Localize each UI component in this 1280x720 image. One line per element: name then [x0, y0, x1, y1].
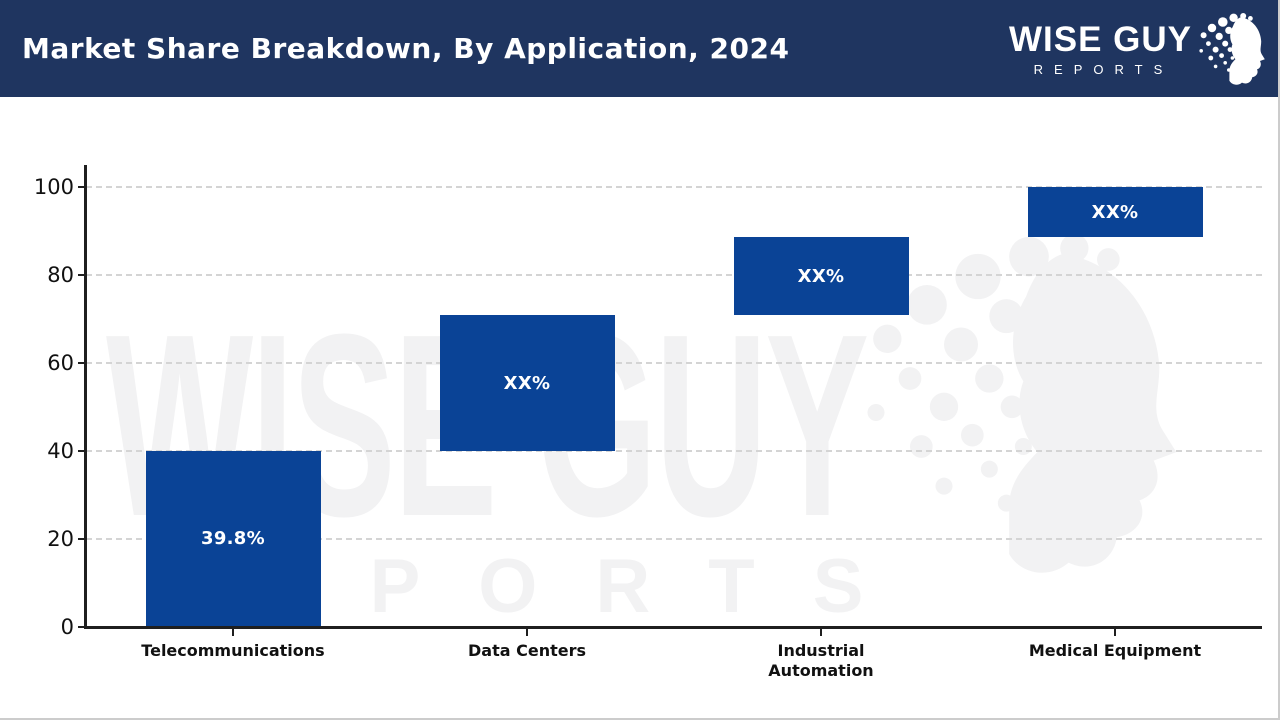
x-tick-3 [1114, 628, 1116, 636]
x-category-label: Industrial Automation [768, 640, 874, 680]
x-tick-0 [232, 628, 234, 636]
y-tick-60 [78, 361, 86, 364]
brand-subname: REPORTS [1033, 61, 1174, 77]
brand-logo: WISE GUY REPORTS [1009, 9, 1266, 89]
y-tick-label-60: 60 [47, 350, 74, 375]
bar-value-label: XX% [797, 265, 845, 287]
y-tick-100 [78, 185, 86, 188]
x-tick-2 [820, 628, 822, 636]
bar-value-label: 39.8% [201, 528, 265, 550]
bar-segment: 39.8% [145, 451, 321, 627]
y-tick-40 [78, 449, 86, 452]
y-tick-label-80: 80 [47, 262, 74, 287]
y-tick-label-40: 40 [47, 438, 74, 463]
gridline-20 [86, 537, 1262, 540]
header: Market Share Breakdown, By Application, … [0, 0, 1278, 97]
gridline-40 [86, 449, 1262, 452]
brand-name: WISE GUY [1008, 19, 1192, 59]
y-tick-20 [78, 537, 86, 540]
y-tick-label-0: 0 [60, 614, 74, 639]
x-tick-1 [526, 628, 528, 636]
gridline-100 [86, 185, 1262, 188]
y-axis [84, 165, 87, 629]
bar-value-label: XX% [503, 372, 551, 394]
bar-segment: XX% [1027, 186, 1203, 238]
bar-segment: XX% [439, 315, 615, 452]
y-tick-label-20: 20 [47, 526, 74, 551]
gridline-60 [86, 361, 1262, 364]
y-tick-0 [78, 625, 86, 628]
brand-logo-text: WISE GUY REPORTS [1009, 22, 1192, 76]
x-category-label: Medical Equipment [1028, 640, 1202, 660]
gridline-80 [86, 273, 1262, 276]
bar-value-label: XX% [1091, 201, 1139, 223]
y-tick-80 [78, 273, 86, 276]
chart-title: Market Share Breakdown, By Application, … [22, 32, 790, 65]
bar-segment: XX% [733, 237, 909, 316]
x-category-label: Telecommunications [141, 640, 325, 660]
x-axis [84, 625, 1262, 629]
y-tick-label-100: 100 [33, 174, 74, 199]
x-category-label: Data Centers [468, 640, 586, 660]
